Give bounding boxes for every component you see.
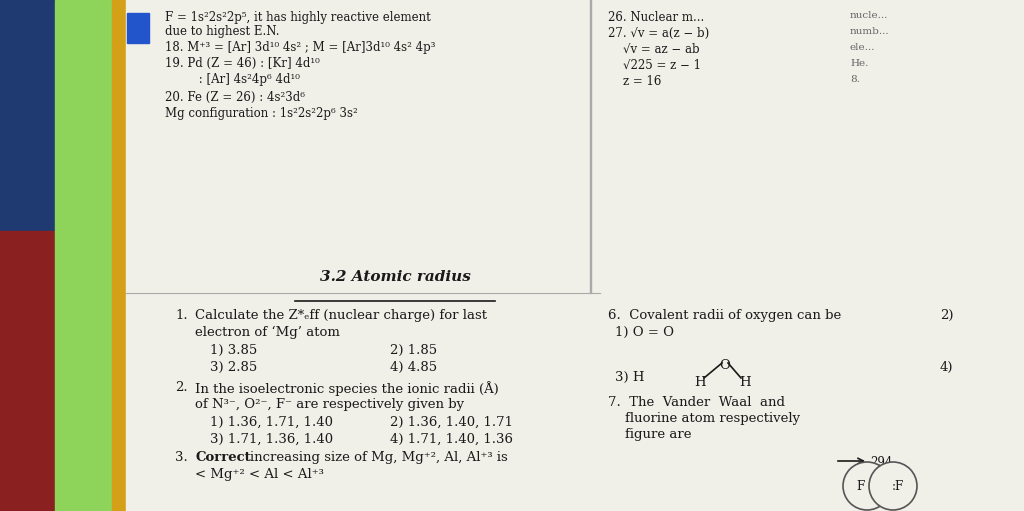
Text: F = 1s²2s²2p⁵, it has highly reactive element: F = 1s²2s²2p⁵, it has highly reactive el… [165,11,431,24]
Text: 4): 4) [940,361,953,374]
Text: 7.  The  Vander  Waal  and: 7. The Vander Waal and [608,396,785,409]
Bar [590,0,591,293]
Text: Calculate the Z*ₑff (nuclear charge) for last: Calculate the Z*ₑff (nuclear charge) for… [195,309,487,322]
Text: 2.: 2. [175,381,187,394]
Text: F: F [856,479,864,493]
Text: 3) 2.85: 3) 2.85 [210,361,257,374]
Text: H: H [739,376,751,389]
Text: O: O [720,359,730,372]
Circle shape [843,462,891,510]
Text: 2): 2) [940,309,953,322]
Text: 27. √v = a(z − b): 27. √v = a(z − b) [608,27,710,40]
Bar [112,0,126,511]
Bar [126,0,1024,511]
Text: 2) 1.85: 2) 1.85 [390,344,437,357]
Text: 1) 3.85: 1) 3.85 [210,344,257,357]
Text: : [Ar] 4s²4p⁶ 4d¹⁰: : [Ar] 4s²4p⁶ 4d¹⁰ [165,73,300,86]
Text: electron of ‘Mg’ atom: electron of ‘Mg’ atom [195,326,340,339]
Text: 1) 1.36, 1.71, 1.40: 1) 1.36, 1.71, 1.40 [210,416,333,429]
Text: 2) 1.36, 1.40, 1.71: 2) 1.36, 1.40, 1.71 [390,416,513,429]
Text: √225 = z − 1: √225 = z − 1 [608,59,701,72]
Text: 20. Fe (Z = 26) : 4s²3d⁶: 20. Fe (Z = 26) : 4s²3d⁶ [165,91,305,104]
Text: 3.2 Atomic radius: 3.2 Atomic radius [319,270,470,284]
Bar [0,0,58,511]
Text: 3.: 3. [175,451,187,464]
Text: figure are: figure are [608,428,691,441]
Text: < Mg⁺² < Al < Al⁺³: < Mg⁺² < Al < Al⁺³ [195,468,324,481]
Text: z = 16: z = 16 [608,75,662,88]
Text: He.: He. [850,59,868,68]
Text: 3) H: 3) H [615,371,644,384]
Text: 3) 1.71, 1.36, 1.40: 3) 1.71, 1.36, 1.40 [210,433,333,446]
Text: due to highest E.N.: due to highest E.N. [165,25,280,38]
Bar [127,13,150,43]
Text: numb...: numb... [850,27,890,36]
Text: Correct: Correct [195,451,251,464]
Text: √v = az − ab: √v = az − ab [608,43,699,56]
Text: of N³⁻, O²⁻, F⁻ are respectively given by: of N³⁻, O²⁻, F⁻ are respectively given b… [195,398,464,411]
Text: nucle...: nucle... [850,11,889,20]
Text: ele...: ele... [850,43,876,52]
Text: 8.: 8. [850,75,860,84]
Text: Mg configuration : 1s²2s²2p⁶ 3s²: Mg configuration : 1s²2s²2p⁶ 3s² [165,107,357,120]
Text: 6.  Covalent radii of oxygen can be: 6. Covalent radii of oxygen can be [608,309,842,322]
Text: :F: :F [892,479,904,493]
Text: 1.: 1. [175,309,187,322]
Text: 19. Pd (Z = 46) : [Kr] 4d¹⁰: 19. Pd (Z = 46) : [Kr] 4d¹⁰ [165,57,319,70]
Circle shape [869,462,918,510]
Text: fluorine atom respectively: fluorine atom respectively [608,412,800,425]
Text: 18. M⁺³ = [Ar] 3d¹⁰ 4s² ; M = [Ar]3d¹⁰ 4s² 4p³: 18. M⁺³ = [Ar] 3d¹⁰ 4s² ; M = [Ar]3d¹⁰ 4… [165,41,435,54]
Bar [55,0,117,511]
Text: 294: 294 [870,456,892,469]
Text: increasing size of Mg, Mg⁺², Al, Al⁺³ is: increasing size of Mg, Mg⁺², Al, Al⁺³ is [250,451,508,464]
Bar [0,231,58,511]
Text: In the isoelectronic species the ionic radii (Å): In the isoelectronic species the ionic r… [195,381,499,396]
Text: H: H [694,376,706,389]
Text: 26. Nuclear m...: 26. Nuclear m... [608,11,705,24]
Text: 4) 4.85: 4) 4.85 [390,361,437,374]
Text: 1) O = O: 1) O = O [615,326,674,339]
Text: 4) 1.71, 1.40, 1.36: 4) 1.71, 1.40, 1.36 [390,433,513,446]
